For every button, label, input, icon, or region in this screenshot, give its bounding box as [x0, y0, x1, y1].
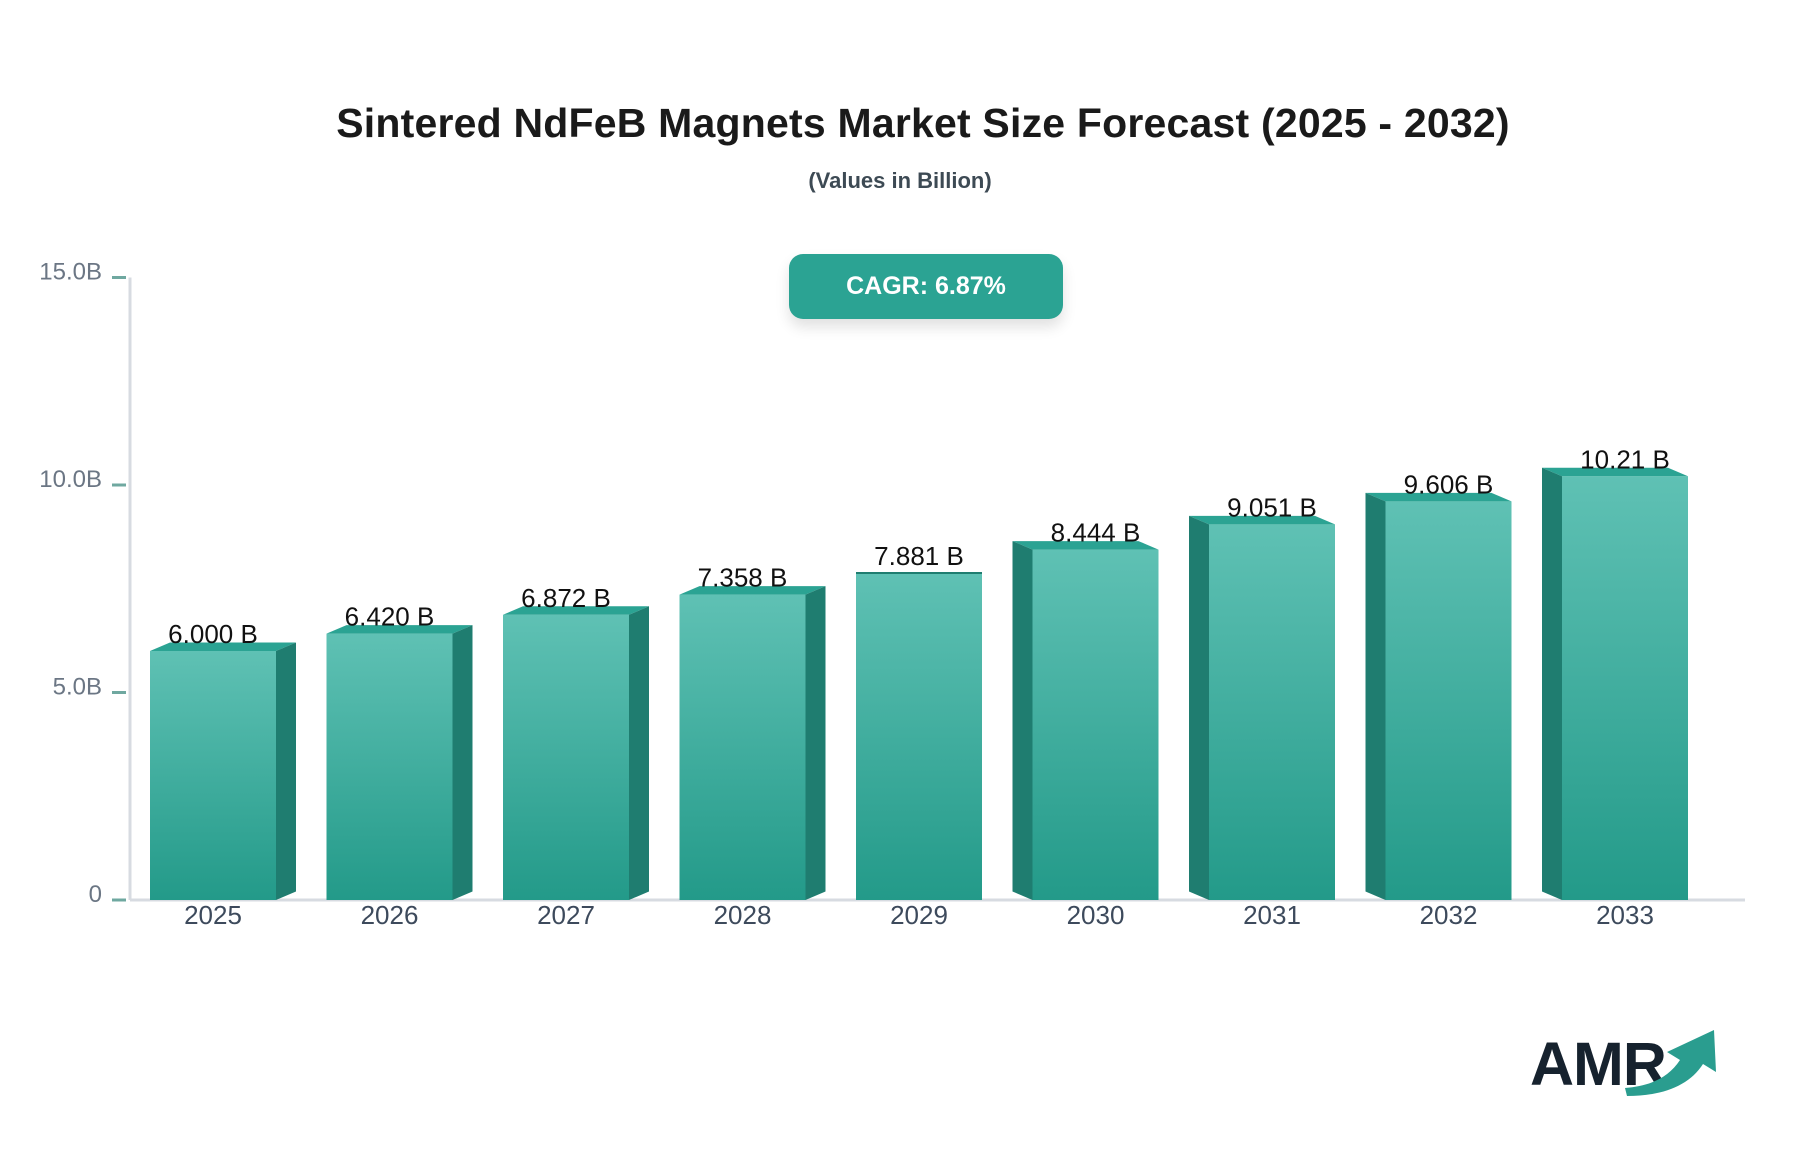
svg-text:2031: 2031: [1243, 900, 1301, 930]
svg-text:8.444 B: 8.444 B: [1051, 518, 1141, 548]
svg-text:5.0B: 5.0B: [53, 674, 102, 701]
svg-text:2033: 2033: [1596, 900, 1654, 930]
svg-text:6.000 B: 6.000 B: [168, 619, 258, 649]
svg-text:7.881 B: 7.881 B: [874, 541, 964, 571]
svg-text:15.0B: 15.0B: [39, 259, 102, 286]
svg-text:0: 0: [89, 881, 102, 908]
svg-text:2030: 2030: [1067, 900, 1125, 930]
svg-text:2027: 2027: [537, 900, 595, 930]
svg-text:7.358 B: 7.358 B: [698, 563, 788, 593]
svg-text:9.051 B: 9.051 B: [1227, 492, 1317, 522]
svg-text:9.606 B: 9.606 B: [1404, 469, 1494, 499]
svg-text:10.0B: 10.0B: [39, 466, 102, 493]
svg-text:2029: 2029: [890, 900, 948, 930]
svg-text:2025: 2025: [184, 900, 242, 930]
svg-text:2026: 2026: [361, 900, 419, 930]
svg-text:6.420 B: 6.420 B: [345, 602, 435, 632]
svg-text:6.872 B: 6.872 B: [521, 583, 611, 613]
svg-text:2028: 2028: [714, 900, 772, 930]
svg-text:10.21 B: 10.21 B: [1580, 444, 1670, 474]
svg-text:2032: 2032: [1420, 900, 1478, 930]
